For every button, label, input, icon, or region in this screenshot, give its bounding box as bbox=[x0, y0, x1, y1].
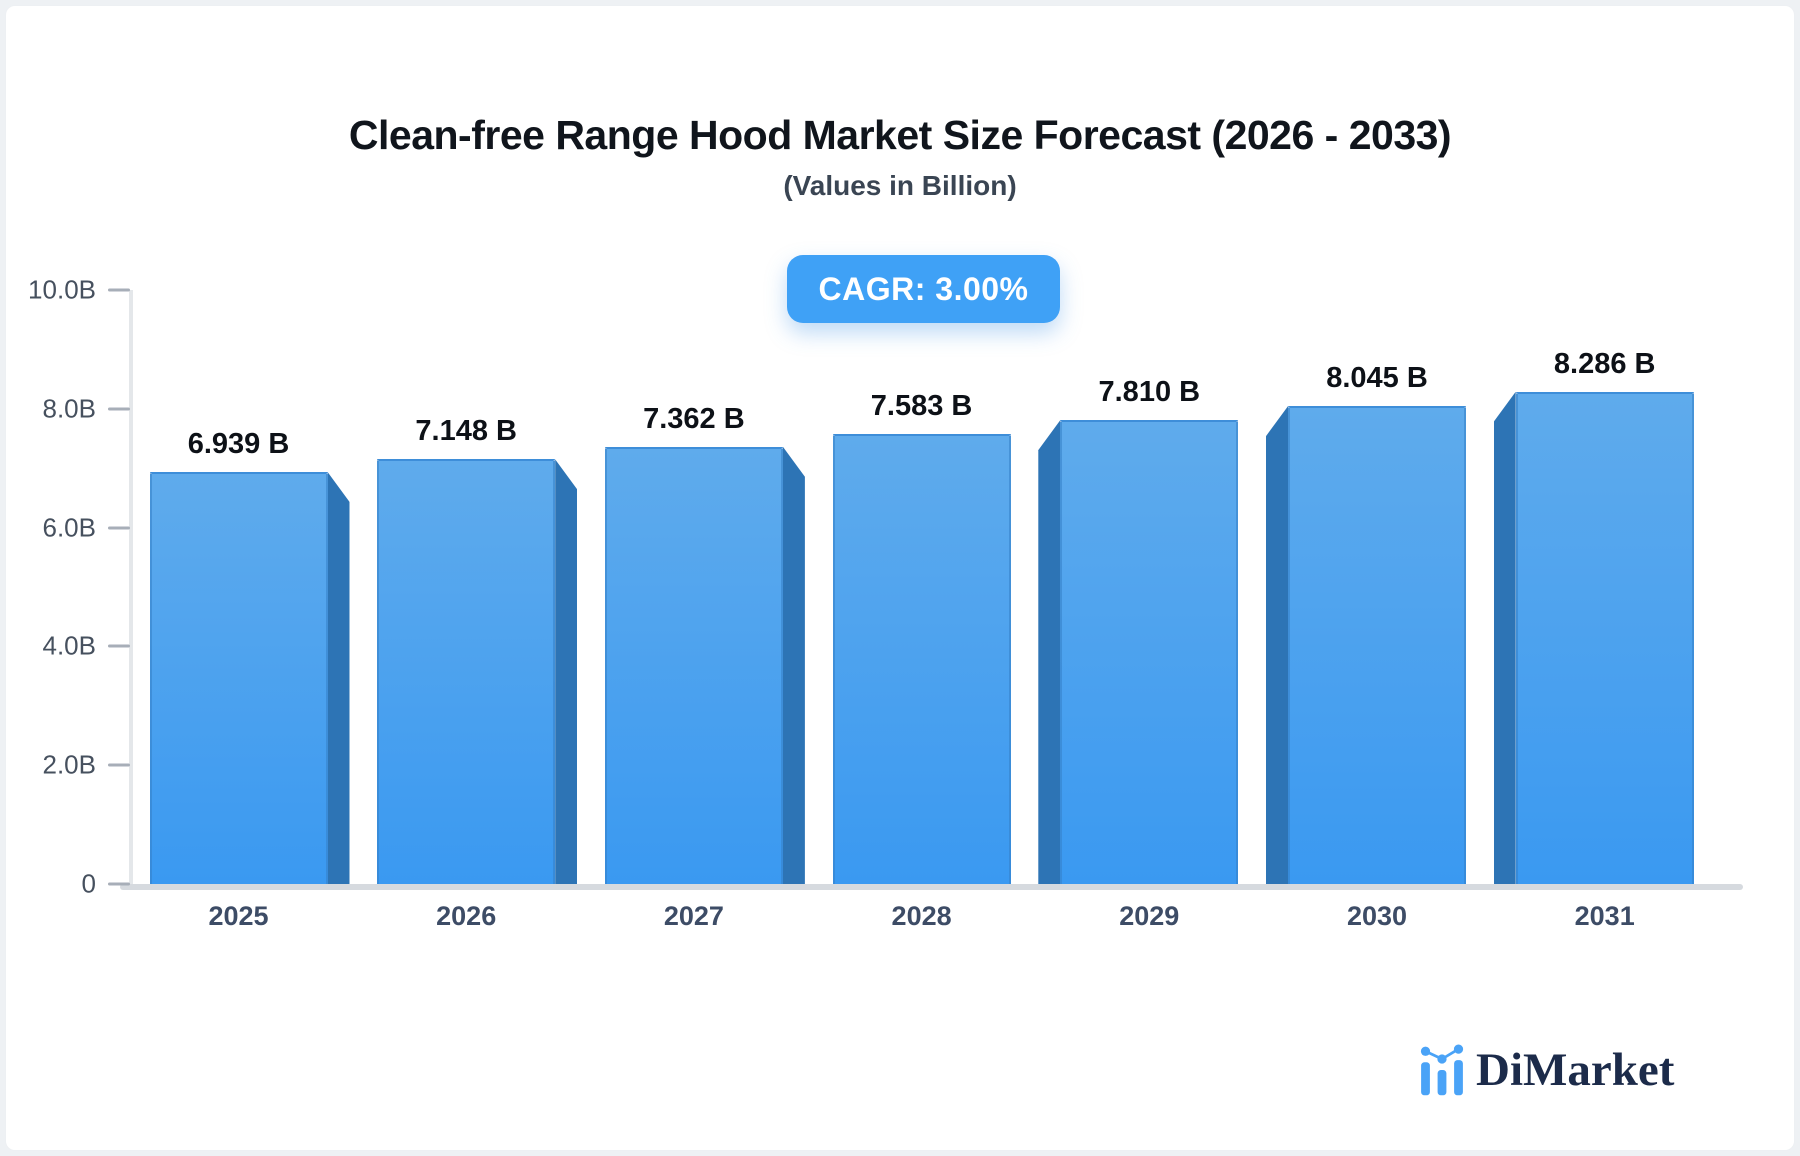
bar-side-face bbox=[782, 446, 805, 884]
x-axis-line bbox=[120, 884, 1743, 890]
x-tick-label: 2027 bbox=[663, 901, 724, 931]
y-tick-label: 8.0B bbox=[42, 393, 97, 424]
chart-subtitle: (Values in Billion) bbox=[783, 170, 1017, 201]
y-axis-line bbox=[129, 290, 133, 887]
y-tick-dash bbox=[108, 288, 130, 292]
y-tick-label: 10.0B bbox=[28, 274, 96, 305]
y-tick-dash bbox=[108, 644, 130, 648]
bar-value-label: 7.148 B bbox=[415, 415, 517, 448]
x-tick-label: 2025 bbox=[208, 901, 269, 931]
x-tick-label: 2026 bbox=[436, 901, 497, 931]
bar-value-label: 7.810 B bbox=[1098, 376, 1201, 409]
bar-side-face bbox=[327, 471, 350, 884]
y-tick-dash bbox=[108, 882, 130, 886]
x-tick-label: 2031 bbox=[1574, 901, 1635, 931]
x-tick-label: 2029 bbox=[1119, 901, 1180, 931]
bar bbox=[377, 459, 556, 884]
bar bbox=[149, 471, 328, 884]
bar bbox=[604, 446, 783, 884]
y-tick-label: 6.0B bbox=[42, 512, 97, 543]
bar bbox=[1515, 391, 1694, 884]
logo-text: DiMarket bbox=[1476, 1044, 1675, 1096]
bar bbox=[1060, 420, 1239, 884]
bar-value-label: 8.045 B bbox=[1326, 362, 1428, 395]
chart-title: Clean-free Range Hood Market Size Foreca… bbox=[348, 112, 1452, 158]
y-tick-label: 0 bbox=[81, 868, 96, 899]
y-tick-dash bbox=[108, 763, 130, 767]
y-tick-dash bbox=[108, 526, 130, 530]
y-tick-label: 2.0B bbox=[42, 749, 97, 780]
dimarket-logo: DiMarket bbox=[1420, 1040, 1720, 1100]
bar-value-label: 7.362 B bbox=[643, 402, 745, 435]
bar-chart-logo-icon bbox=[1420, 1044, 1464, 1096]
x-tick-label: 2030 bbox=[1346, 901, 1408, 931]
y-tick-dash bbox=[108, 407, 130, 411]
bar-side-face bbox=[1038, 420, 1061, 884]
x-tick-label: 2028 bbox=[891, 901, 952, 931]
bar-side-face bbox=[1266, 406, 1288, 884]
bar-value-label: 8.286 B bbox=[1553, 347, 1656, 380]
y-tick-label: 4.0B bbox=[42, 630, 97, 661]
bar-side-face bbox=[1493, 391, 1516, 884]
cagr-badge: CAGR: 3.00% bbox=[787, 255, 1060, 323]
bar-value-label: 6.939 B bbox=[187, 427, 290, 460]
bar-value-label: 7.583 B bbox=[870, 389, 973, 422]
bar bbox=[1288, 406, 1466, 884]
bar-side-face bbox=[555, 459, 578, 884]
bar bbox=[832, 433, 1011, 884]
